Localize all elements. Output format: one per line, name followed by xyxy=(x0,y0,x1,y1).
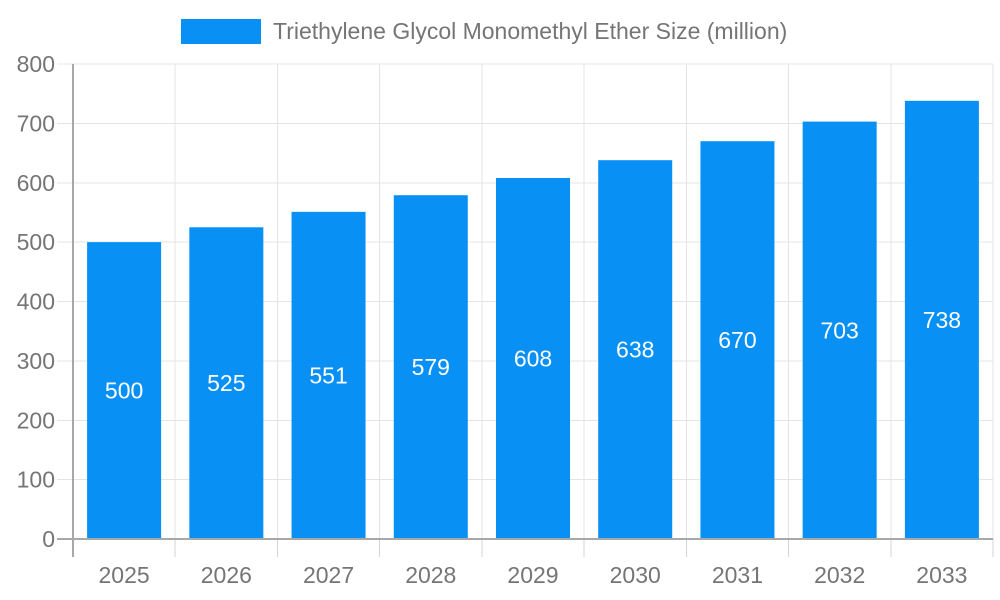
bar-value-label: 703 xyxy=(820,317,858,343)
y-tick-label: 800 xyxy=(17,51,55,77)
legend-swatch xyxy=(181,18,261,44)
x-tick-label: 2032 xyxy=(814,562,865,588)
y-tick-label: 700 xyxy=(17,110,55,136)
bar-2033 xyxy=(904,100,979,539)
y-tick-label: 300 xyxy=(17,348,55,374)
bar-2026 xyxy=(189,227,264,539)
bar-value-label: 670 xyxy=(718,327,756,353)
x-tick-label: 2029 xyxy=(507,562,558,588)
bar-2029 xyxy=(496,178,570,539)
y-tick-label: 200 xyxy=(17,407,55,433)
bar-2025 xyxy=(87,242,162,539)
x-tick-label: 2026 xyxy=(201,562,252,588)
bar-2027 xyxy=(291,211,366,539)
y-tick-label: 0 xyxy=(42,526,55,552)
bar-2028 xyxy=(393,195,468,539)
bar-2032 xyxy=(802,121,877,539)
bar-value-label: 500 xyxy=(105,378,143,404)
x-tick-label: 2033 xyxy=(916,562,967,588)
bar-2030 xyxy=(598,160,673,539)
x-tick-label: 2027 xyxy=(303,562,354,588)
bar-2031 xyxy=(700,141,775,539)
x-tick-label: 2025 xyxy=(99,562,150,588)
y-tick-label: 400 xyxy=(17,289,55,315)
y-tick-label: 600 xyxy=(17,170,55,196)
bar-value-label: 525 xyxy=(207,370,245,396)
bar-value-label: 638 xyxy=(616,337,654,363)
bar-value-label: 579 xyxy=(412,354,450,380)
bar-value-label: 551 xyxy=(309,362,347,388)
bar-value-label: 738 xyxy=(923,307,961,333)
bar-value-label: 608 xyxy=(514,346,552,372)
legend-label: Triethylene Glycol Monomethyl Ether Size… xyxy=(273,18,788,44)
x-tick-label: 2028 xyxy=(405,562,456,588)
y-tick-label: 500 xyxy=(17,229,55,255)
x-tick-label: 2030 xyxy=(610,562,661,588)
x-tick-label: 2031 xyxy=(712,562,763,588)
y-tick-label: 100 xyxy=(17,467,55,493)
legend[interactable]: Triethylene Glycol Monomethyl Ether Size… xyxy=(181,17,787,45)
